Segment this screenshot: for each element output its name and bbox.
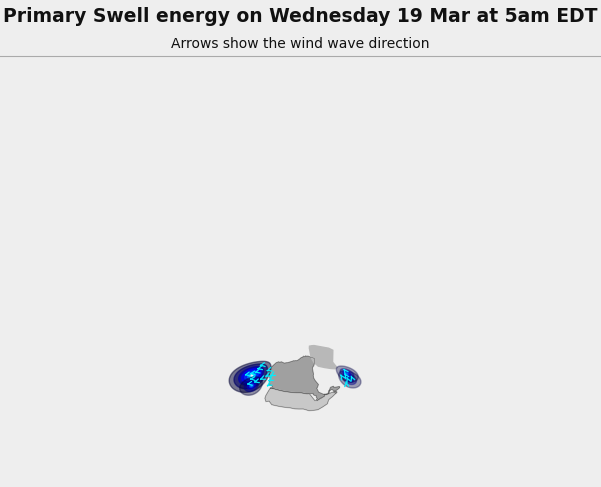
Polygon shape [345, 376, 353, 382]
Polygon shape [249, 374, 254, 377]
Polygon shape [251, 375, 252, 376]
Polygon shape [245, 371, 258, 381]
Polygon shape [242, 369, 261, 383]
Polygon shape [248, 373, 256, 378]
Polygon shape [343, 371, 351, 377]
Polygon shape [265, 388, 336, 411]
Polygon shape [337, 366, 358, 382]
Polygon shape [349, 378, 350, 379]
Polygon shape [234, 364, 267, 389]
Polygon shape [310, 346, 337, 369]
Polygon shape [251, 385, 252, 386]
Polygon shape [343, 374, 356, 384]
Text: Arrows show the wind wave direction: Arrows show the wind wave direction [171, 37, 430, 51]
Polygon shape [340, 369, 354, 379]
Polygon shape [269, 356, 340, 400]
Polygon shape [346, 373, 347, 374]
Polygon shape [251, 375, 253, 376]
Polygon shape [347, 377, 352, 380]
Polygon shape [339, 371, 361, 388]
Polygon shape [249, 384, 254, 387]
Polygon shape [247, 382, 256, 389]
Polygon shape [244, 380, 258, 392]
Polygon shape [239, 367, 264, 385]
Polygon shape [345, 372, 349, 375]
Polygon shape [240, 377, 262, 395]
Polygon shape [229, 361, 271, 393]
Text: Primary Swell energy on Wednesday 19 Mar at 5am EDT: Primary Swell energy on Wednesday 19 Mar… [3, 7, 598, 26]
